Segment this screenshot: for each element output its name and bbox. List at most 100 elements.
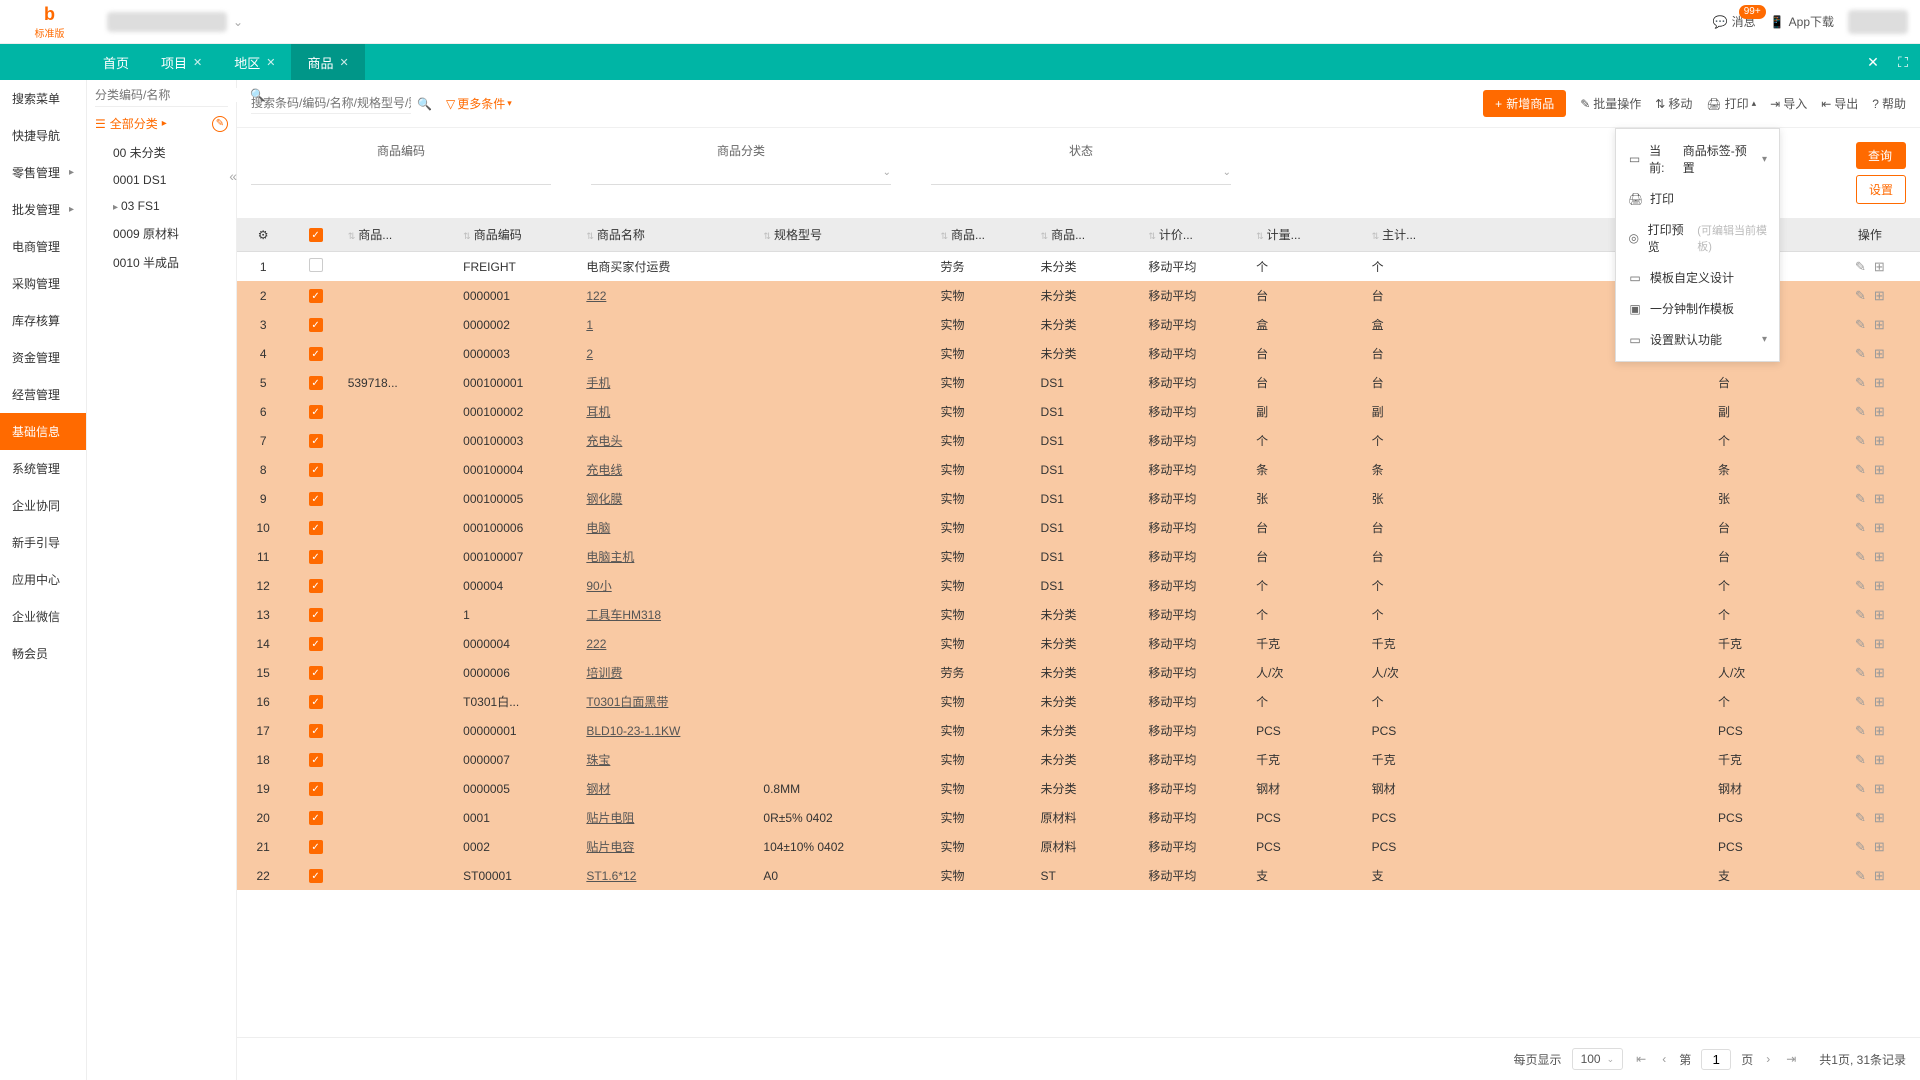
tab-项目[interactable]: 项目✕ <box>145 44 218 80</box>
edit-icon[interactable]: ✎ <box>1855 781 1866 796</box>
more-icon[interactable]: ⊞ <box>1874 810 1885 825</box>
company-selector[interactable]: ⌄ <box>107 12 243 32</box>
edit-icon[interactable]: ✎ <box>1855 810 1866 825</box>
more-icon[interactable]: ⊞ <box>1874 607 1885 622</box>
more-icon[interactable]: ⊞ <box>1874 694 1885 709</box>
col-code[interactable]: ⇅商品编码 <box>457 218 580 252</box>
dd-default[interactable]: ▭设置默认功能▾ <box>1616 324 1779 355</box>
more-icon[interactable]: ⊞ <box>1874 375 1885 390</box>
edit-icon[interactable]: ✎ <box>1855 549 1866 564</box>
collapse-tree-icon[interactable]: « <box>229 168 237 184</box>
search-input[interactable] <box>251 93 411 114</box>
more-icon[interactable]: ⊞ <box>1874 259 1885 274</box>
more-icon[interactable]: ⊞ <box>1874 578 1885 593</box>
edit-icon[interactable]: ✎ <box>1855 259 1866 274</box>
sidebar-item[interactable]: 快捷导航 <box>0 117 86 154</box>
table-row[interactable]: 12 ✓ 000004 90小 实物 DS1 移动平均 个 个 个 ✎⊞ <box>237 571 1920 600</box>
product-name-link[interactable]: 手机 <box>586 376 610 390</box>
table-row[interactable]: 11 ✓ 000100007 电脑主机 实物 DS1 移动平均 台 台 台 ✎⊞ <box>237 542 1920 571</box>
print-link[interactable]: 🖨打印▴ <box>1706 95 1756 112</box>
table-row[interactable]: 21 ✓ 0002 贴片电容 104±10% 0402 实物 原材料 移动平均 … <box>237 832 1920 861</box>
product-name-link[interactable]: ST1.6*12 <box>586 869 636 883</box>
dd-template[interactable]: ▭模板自定义设计 <box>1616 262 1779 293</box>
close-icon[interactable]: ✕ <box>266 56 275 69</box>
more-icon[interactable]: ⊞ <box>1874 723 1885 738</box>
col-settings[interactable]: ⚙ <box>237 218 289 252</box>
sidebar-item[interactable]: 基础信息 <box>0 413 86 450</box>
more-icon[interactable]: ⊞ <box>1874 752 1885 767</box>
col-type[interactable]: ⇅商品... <box>934 218 1034 252</box>
table-row[interactable]: 16 ✓ T0301白... T0301白面黑带 实物 未分类 移动平均 个 个… <box>237 687 1920 716</box>
edit-icon[interactable]: ✎ <box>1855 288 1866 303</box>
close-icon[interactable]: ✕ <box>340 56 349 69</box>
dd-quick[interactable]: ▣一分钟制作模板 <box>1616 293 1779 324</box>
dd-print[interactable]: 🖨打印 <box>1616 183 1779 214</box>
tree-node[interactable]: 0010 半成品 <box>95 248 228 277</box>
more-icon[interactable]: ⊞ <box>1874 346 1885 361</box>
tab-首页[interactable]: 首页 <box>87 44 145 80</box>
edit-icon[interactable]: ✎ <box>1855 665 1866 680</box>
search-icon[interactable]: 🔍 <box>417 97 432 111</box>
col-select-all[interactable]: ✓ <box>289 218 341 252</box>
next-page-icon[interactable]: › <box>1763 1052 1773 1066</box>
more-icon[interactable]: ⊞ <box>1874 781 1885 796</box>
edit-icon[interactable]: ✎ <box>1855 462 1866 477</box>
product-name-link[interactable]: 耳机 <box>586 405 610 419</box>
table-row[interactable]: 6 ✓ 000100002 耳机 实物 DS1 移动平均 副 副 副 ✎⊞ <box>237 397 1920 426</box>
edit-icon[interactable]: ✎ <box>1855 578 1866 593</box>
col-barcode[interactable]: ⇅商品... <box>342 218 457 252</box>
more-conditions[interactable]: ▽ 更多条件 ▾ <box>446 95 512 112</box>
edit-icon[interactable]: ✎ <box>1855 694 1866 709</box>
product-name-link[interactable]: 电脑主机 <box>586 550 634 564</box>
table-row[interactable]: 10 ✓ 000100006 电脑 实物 DS1 移动平均 台 台 台 ✎⊞ <box>237 513 1920 542</box>
prev-page-icon[interactable]: ‹ <box>1659 1052 1669 1066</box>
col-spec[interactable]: ⇅规格型号 <box>757 218 934 252</box>
edit-icon[interactable]: ✎ <box>1855 723 1866 738</box>
sidebar-item[interactable]: 电商管理 <box>0 228 86 265</box>
close-all-icon[interactable]: ✕ <box>1862 51 1884 73</box>
col-name[interactable]: ⇅商品名称 <box>580 218 757 252</box>
col-pricing[interactable]: ⇅计价... <box>1142 218 1250 252</box>
page-input[interactable] <box>1701 1049 1731 1070</box>
table-row[interactable]: 22 ✓ ST00001 ST1.6*12 A0 实物 ST 移动平均 支 支 … <box>237 861 1920 890</box>
sidebar-item[interactable]: 批发管理▸ <box>0 191 86 228</box>
more-icon[interactable]: ⊞ <box>1874 549 1885 564</box>
edit-icon[interactable]: ✎ <box>1855 346 1866 361</box>
tree-search-input[interactable] <box>95 88 250 102</box>
sidebar-item[interactable]: 搜索菜单 <box>0 80 86 117</box>
tree-node[interactable]: 00 未分类 <box>95 138 228 167</box>
export-link[interactable]: ⇤导出 <box>1821 95 1858 112</box>
sidebar-item[interactable]: 企业协同 <box>0 487 86 524</box>
filter-cat-input[interactable]: ⌄ <box>591 165 891 185</box>
sidebar-item[interactable]: 采购管理 <box>0 265 86 302</box>
more-icon[interactable]: ⊞ <box>1874 288 1885 303</box>
tree-node[interactable]: 0001 DS1 <box>95 167 228 193</box>
filter-code-input[interactable] <box>251 165 551 185</box>
fullscreen-icon[interactable]: ⛶ <box>1892 51 1914 73</box>
product-name-link[interactable]: 珠宝 <box>586 753 610 767</box>
edit-icon[interactable]: ✎ <box>212 116 228 132</box>
tab-商品[interactable]: 商品✕ <box>291 44 364 80</box>
product-name-link[interactable]: 贴片电阻 <box>586 811 634 825</box>
product-name-link[interactable]: 2 <box>586 347 593 361</box>
sidebar-item[interactable]: 系统管理 <box>0 450 86 487</box>
tree-node[interactable]: ▸03 FS1 <box>95 193 228 219</box>
product-name-link[interactable]: 钢材 <box>586 782 610 796</box>
tab-地区[interactable]: 地区✕ <box>218 44 291 80</box>
product-name-link[interactable]: 充电线 <box>586 463 622 477</box>
edit-icon[interactable]: ✎ <box>1855 404 1866 419</box>
more-icon[interactable]: ⊞ <box>1874 868 1885 883</box>
table-row[interactable]: 15 ✓ 0000006 培训费 劳务 未分类 移动平均 人/次 人/次 人/次… <box>237 658 1920 687</box>
more-icon[interactable]: ⊞ <box>1874 665 1885 680</box>
edit-icon[interactable]: ✎ <box>1855 433 1866 448</box>
edit-icon[interactable]: ✎ <box>1855 636 1866 651</box>
tree-all-categories[interactable]: ☰ 全部分类 ▸ ✎ <box>95 115 228 132</box>
edit-icon[interactable]: ✎ <box>1855 317 1866 332</box>
edit-icon[interactable]: ✎ <box>1855 375 1866 390</box>
product-name-link[interactable]: 贴片电容 <box>586 840 634 854</box>
table-row[interactable]: 20 ✓ 0001 贴片电阻 0R±5% 0402 实物 原材料 移动平均 PC… <box>237 803 1920 832</box>
sidebar-item[interactable]: 资金管理 <box>0 339 86 376</box>
product-name-link[interactable]: 电脑 <box>586 521 610 535</box>
dd-current[interactable]: ▭ 当前: 商品标签-预置 ▾ <box>1616 135 1779 183</box>
table-row[interactable]: 17 ✓ 00000001 BLD10-23-1.1KW 实物 未分类 移动平均… <box>237 716 1920 745</box>
